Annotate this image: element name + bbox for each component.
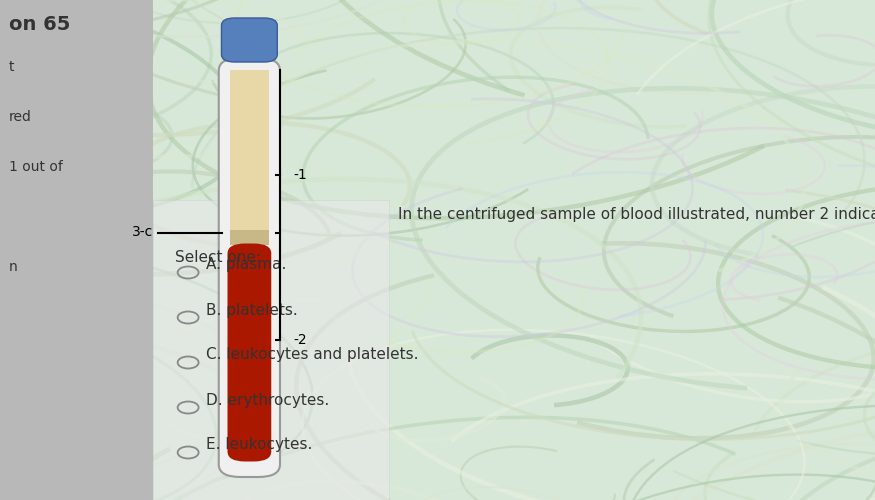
Text: n: n [9, 260, 18, 274]
Text: A. plasma.: A. plasma. [206, 258, 286, 272]
Text: 1 out of: 1 out of [9, 160, 63, 174]
FancyBboxPatch shape [219, 58, 280, 477]
Text: B. platelets.: B. platelets. [206, 302, 298, 318]
Text: 3-c: 3-c [132, 226, 153, 239]
Text: Select one:: Select one: [175, 250, 261, 265]
Text: -1: -1 [293, 168, 307, 182]
Bar [230, 70, 269, 230]
Text: C. leukocytes and platelets.: C. leukocytes and platelets. [206, 348, 418, 362]
Text: -2: -2 [293, 333, 307, 347]
Bar [230, 230, 269, 245]
FancyBboxPatch shape [221, 18, 277, 62]
Text: D. erythrocytes.: D. erythrocytes. [206, 392, 329, 407]
FancyBboxPatch shape [228, 244, 271, 462]
Text: red: red [9, 110, 31, 124]
Bar [0, 0, 153, 500]
Text: t: t [9, 60, 14, 74]
Text: In the centrifuged sample of blood illustrated, number 2 indicates:: In the centrifuged sample of blood illus… [398, 208, 875, 222]
Text: on 65: on 65 [9, 15, 70, 34]
Bar [153, 200, 389, 500]
Text: E. leukocytes.: E. leukocytes. [206, 438, 312, 452]
